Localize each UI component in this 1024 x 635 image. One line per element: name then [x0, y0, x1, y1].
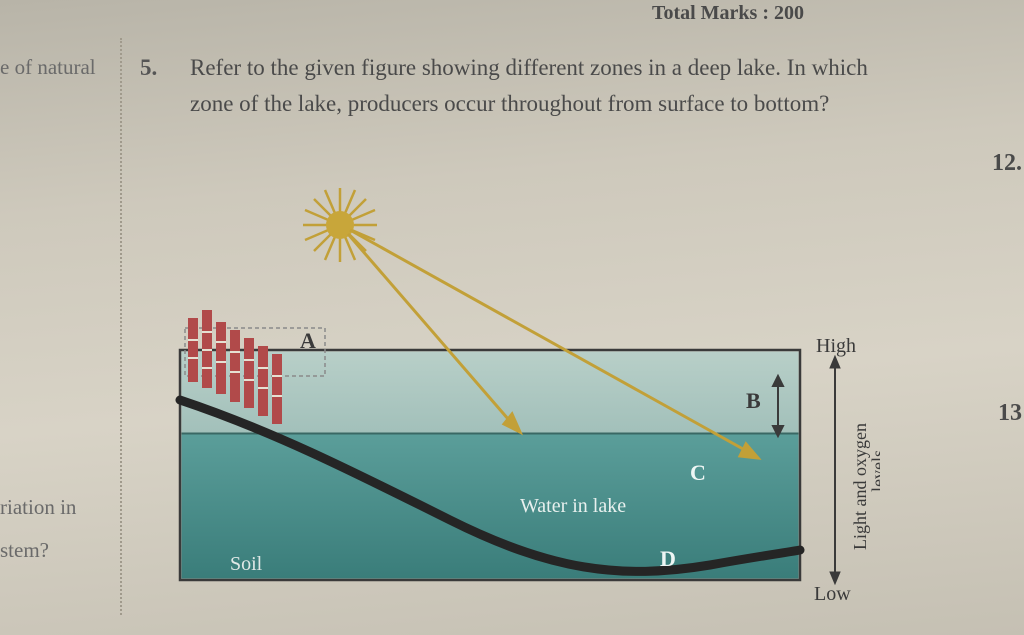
- axis-high-label: High: [816, 335, 856, 357]
- zone-label-b: B: [746, 388, 761, 413]
- axis-low-label: Low: [814, 583, 851, 605]
- axis-vert-label-2: levels: [868, 450, 880, 492]
- zone-label-d: D: [660, 546, 676, 571]
- water-deep: [182, 434, 799, 579]
- margin-text-right-2: 13: [998, 400, 1022, 427]
- header-total-marks: Total Marks : 200: [652, 2, 804, 25]
- column-separator: [120, 38, 122, 615]
- soil-label: Soil: [230, 553, 263, 575]
- light-oxygen-axis: [830, 356, 840, 584]
- lake-zones-diagram: A B C D Water in lake Soil High Low Ligh…: [150, 180, 880, 610]
- zone-label-c: C: [690, 460, 706, 485]
- diagram-svg: A B C D Water in lake Soil High Low Ligh…: [150, 180, 880, 610]
- margin-text-left-3: stem?: [0, 538, 49, 563]
- margin-text-right-1: 12.: [992, 150, 1022, 177]
- margin-text-left-1: e of natural: [0, 55, 96, 80]
- water-label: Water in lake: [520, 495, 626, 517]
- question-number: 5.: [140, 55, 157, 81]
- question-text: Refer to the given figure showing differ…: [190, 50, 890, 121]
- axis-vert-label-1: Light and oxygen: [850, 423, 870, 550]
- page-root: Total Marks : 200 e of natural riation i…: [0, 0, 1024, 635]
- zone-label-a: A: [300, 328, 316, 353]
- sun-icon: [303, 188, 377, 262]
- margin-text-left-2: riation in: [0, 495, 76, 520]
